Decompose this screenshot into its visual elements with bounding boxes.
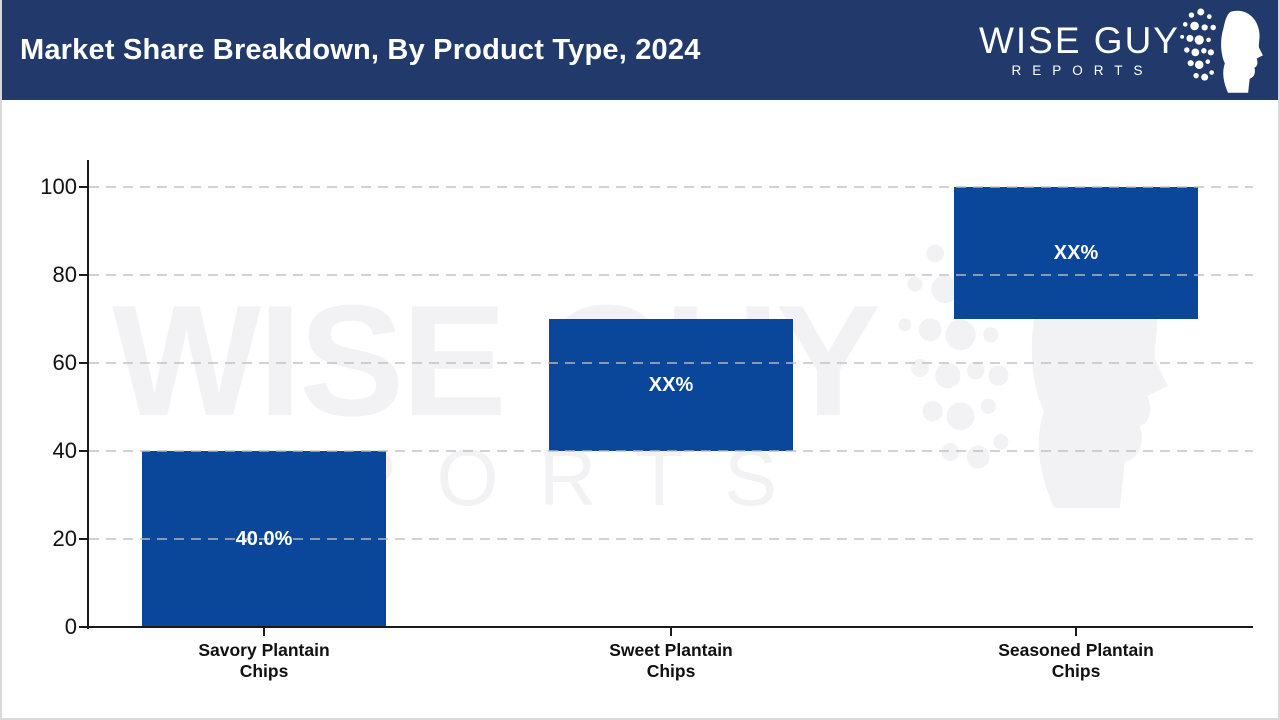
y-tick-label: 60 — [52, 350, 77, 375]
gridline — [89, 450, 1253, 452]
gridline — [89, 362, 1253, 364]
logo-wordmark: WISE GUY — [978, 20, 1180, 62]
y-tick-mark — [79, 186, 87, 188]
y-tick-mark — [79, 626, 87, 628]
bar — [549, 319, 793, 451]
y-tick-label: 80 — [52, 262, 77, 287]
page-title: Market Share Breakdown, By Product Type,… — [20, 33, 701, 66]
x-tick-label: Sweet Plantain Chips — [609, 640, 733, 681]
bar-value-label: XX% — [1053, 242, 1099, 264]
wiseguy-logo: WISE GUY REPORTS — [979, 7, 1266, 93]
bar-value-label: 40.0% — [235, 528, 293, 550]
wiseguy-face-icon — [1180, 8, 1263, 93]
gridline — [89, 538, 1253, 540]
y-tick-mark — [79, 362, 87, 364]
y-tick-label: 40 — [52, 438, 77, 463]
y-axis — [87, 160, 89, 629]
x-tick-label: Seasoned Plantain Chips — [998, 640, 1154, 681]
x-tick-mark — [1075, 628, 1077, 636]
y-tick-mark — [79, 274, 87, 276]
bar-value-label: XX% — [648, 374, 694, 396]
y-tick-mark — [79, 538, 87, 540]
x-tick-label: Savory Plantain Chips — [198, 640, 330, 681]
gridline — [89, 274, 1253, 276]
x-tick-mark — [263, 628, 265, 636]
y-tick-label: 20 — [52, 526, 77, 551]
wiseguy-logo-text: WISE GUY REPORTS — [979, 22, 1180, 78]
y-tick-mark — [79, 450, 87, 452]
x-axis — [87, 626, 1253, 628]
y-tick-label: 100 — [40, 174, 77, 199]
logo-subtitle: REPORTS — [1011, 63, 1154, 79]
gridline — [89, 186, 1253, 188]
x-tick-mark — [670, 628, 672, 636]
header-bar: Market Share Breakdown, By Product Type,… — [0, 0, 1280, 100]
y-tick-label: 0 — [64, 614, 77, 639]
